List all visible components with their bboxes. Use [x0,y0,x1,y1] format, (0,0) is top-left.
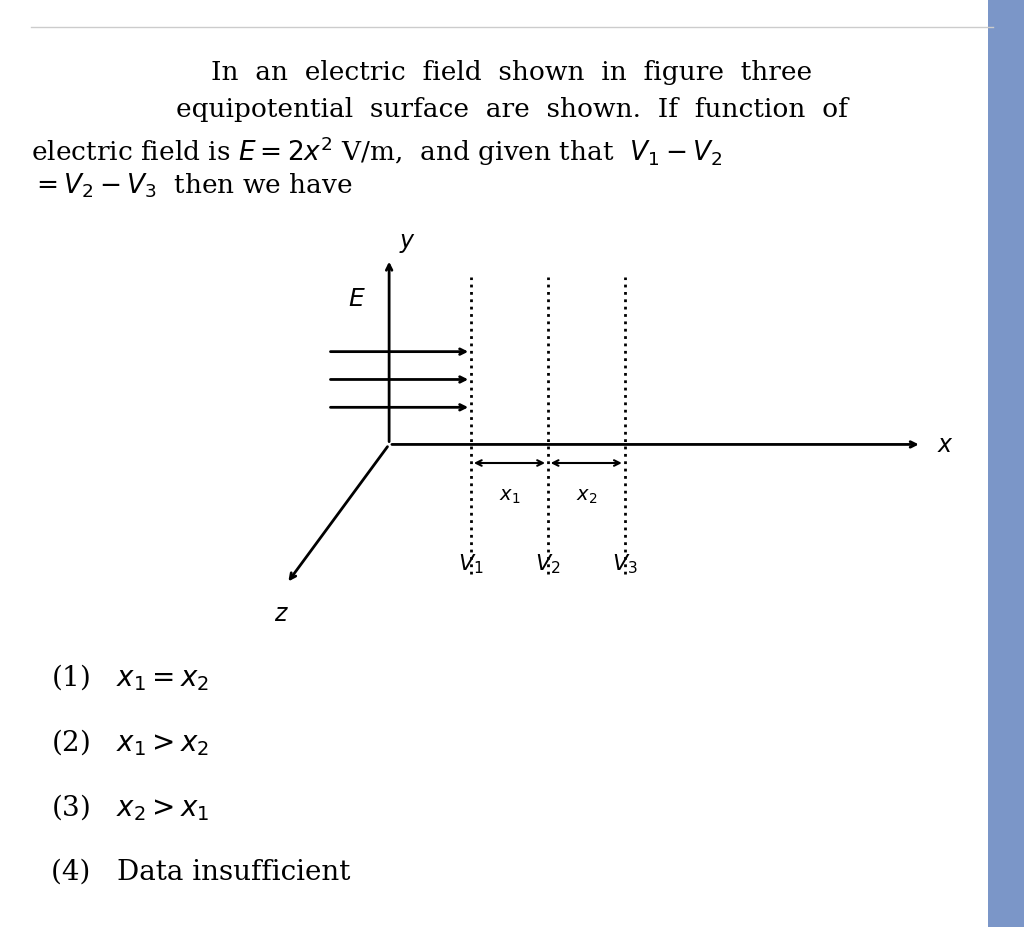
Text: In  an  electric  field  shown  in  figure  three: In an electric field shown in figure thr… [211,60,813,85]
Text: equipotential  surface  are  shown.  If  function  of: equipotential surface are shown. If func… [176,97,848,122]
Text: $y$: $y$ [399,232,416,255]
Text: (1)   $x_1 = x_2$: (1) $x_1 = x_2$ [51,662,210,692]
Text: $V_1$: $V_1$ [459,552,483,575]
Text: $V_2$: $V_2$ [536,552,560,575]
Text: $z$: $z$ [274,603,289,626]
Text: electric field is $E = 2x^2$ V/m,  and given that  $V_1 - V_2$: electric field is $E = 2x^2$ V/m, and gi… [31,134,722,168]
Text: $x_2$: $x_2$ [575,487,597,505]
Text: $x$: $x$ [937,434,953,456]
Text: (2)   $x_1 > x_2$: (2) $x_1 > x_2$ [51,727,210,756]
Text: $V_3$: $V_3$ [611,552,638,575]
Text: (4)   Data insufficient: (4) Data insufficient [51,857,350,885]
Text: $x_1$: $x_1$ [499,487,520,505]
Text: (3)   $x_2 > x_1$: (3) $x_2 > x_1$ [51,792,210,821]
Text: $= V_2 - V_3$  then we have: $= V_2 - V_3$ then we have [31,171,352,200]
Text: $E$: $E$ [348,287,366,311]
Bar [988,0,1024,927]
